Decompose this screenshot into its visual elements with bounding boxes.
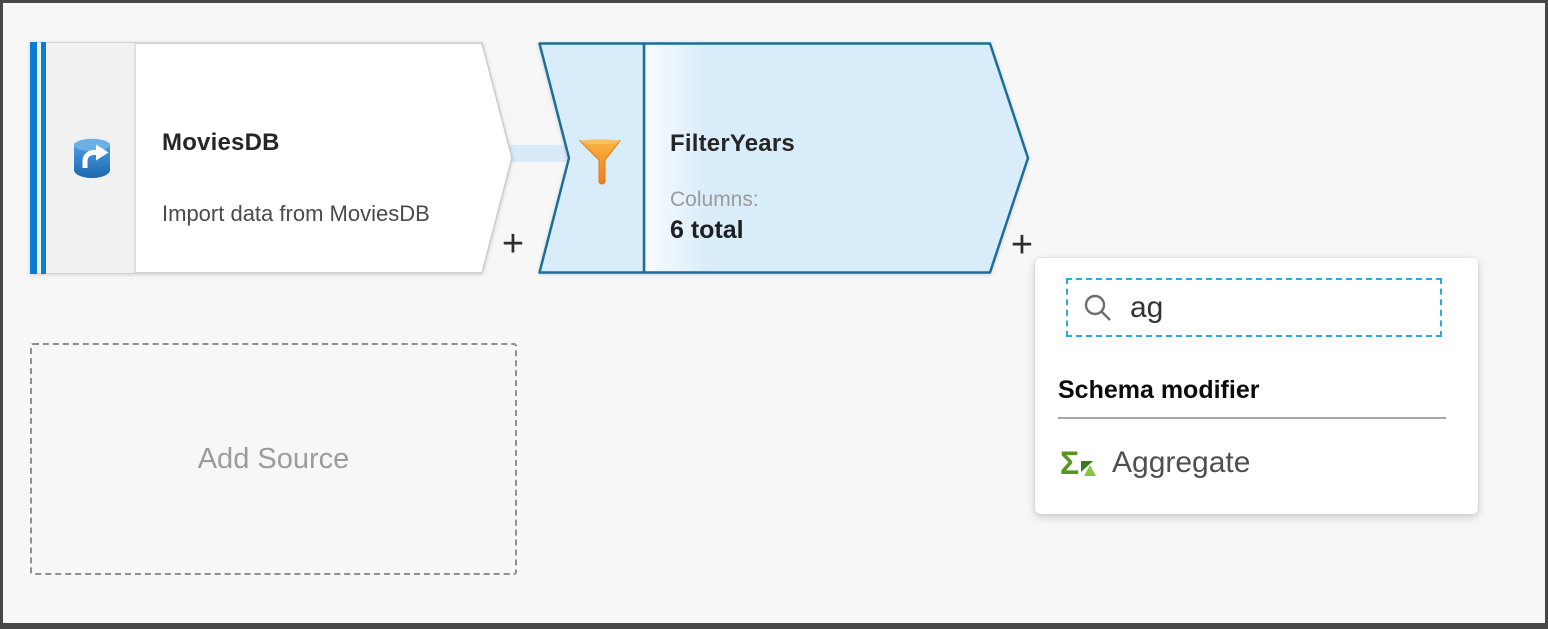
filter-node-columns-value: 6 total [670, 216, 744, 244]
source-node-description: Import data from MoviesDB [162, 201, 430, 226]
add-transformation-button-after-filter[interactable]: + [1010, 224, 1034, 266]
picker-section-heading: Schema modifier [1058, 376, 1260, 404]
filter-node-title: FilterYears [670, 130, 795, 157]
search-icon [1084, 294, 1111, 321]
transformation-search-box[interactable] [1066, 278, 1442, 337]
aggregate-sigma-icon: Σ [1060, 447, 1112, 479]
add-transformation-button-after-source[interactable]: + [501, 223, 525, 265]
add-source-box[interactable]: Add Source [30, 343, 517, 575]
picker-divider [1058, 417, 1446, 419]
filter-node-filteryears[interactable]: FilterYears Columns: 6 total [538, 42, 1030, 274]
database-export-icon [74, 138, 110, 178]
add-source-label: Add Source [197, 442, 350, 475]
source-node-title: MoviesDB [162, 129, 280, 156]
stream-connector [498, 145, 572, 162]
source-node-shape [30, 42, 513, 274]
filter-node-columns-label: Columns: [670, 188, 759, 211]
funnel-icon [578, 139, 622, 185]
transformation-search-input[interactable] [1130, 290, 1410, 325]
picker-item-aggregate[interactable]: Σ Aggregate [1060, 442, 1250, 484]
transformation-picker-dropdown: Schema modifier Σ Aggregate [1035, 258, 1478, 514]
source-node-moviesdb[interactable]: MoviesDB Import data from MoviesDB [30, 42, 514, 274]
picker-item-label: Aggregate [1112, 446, 1251, 479]
